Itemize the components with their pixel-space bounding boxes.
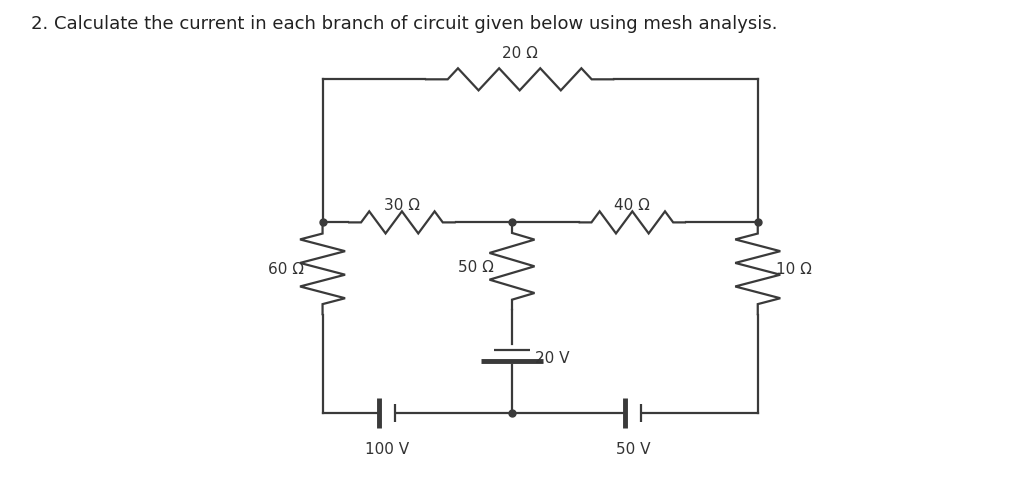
Text: 30 Ω: 30 Ω: [384, 198, 420, 213]
Text: 60 Ω: 60 Ω: [268, 262, 304, 277]
Text: 100 V: 100 V: [365, 441, 410, 456]
Text: 10 Ω: 10 Ω: [776, 262, 812, 277]
Text: 50 Ω: 50 Ω: [458, 260, 494, 274]
Text: 50 V: 50 V: [615, 441, 650, 456]
Text: 20 Ω: 20 Ω: [502, 46, 538, 61]
Text: 2. Calculate the current in each branch of circuit given below using mesh analys: 2. Calculate the current in each branch …: [31, 15, 777, 33]
Text: 40 Ω: 40 Ω: [614, 198, 650, 213]
Text: 20 V: 20 V: [535, 351, 569, 366]
